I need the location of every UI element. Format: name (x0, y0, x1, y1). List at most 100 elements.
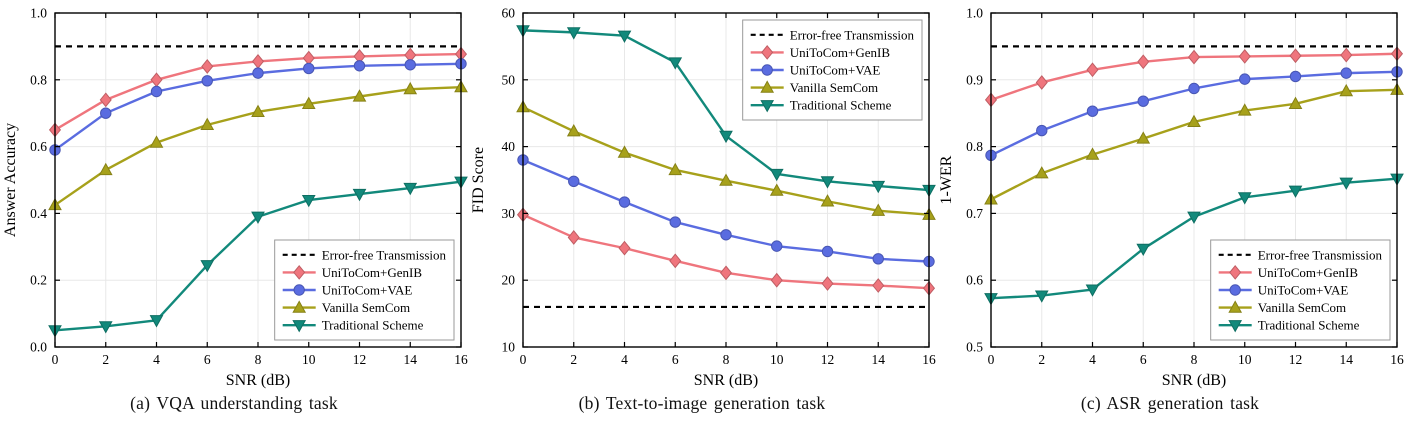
data-point-marker (1086, 105, 1099, 117)
legend-label: Vanilla SemCom (1258, 300, 1346, 315)
x-tick-label: 4 (621, 352, 628, 367)
y-tick-label: 60 (502, 6, 516, 21)
vqa-accuracy-chart: 0 2 4 6 8 10 12 14 16 0.0 0.2 0.4 0.6 0.8 1.0 SNR (dB) A… (2, 6, 468, 390)
y-tick-label: 0.4 (30, 206, 47, 221)
x-tick-label: 16 (454, 352, 468, 367)
data-point-marker (1137, 95, 1149, 107)
legend-label: UniToCom+GenIB (1258, 265, 1359, 280)
x-axis-label: SNR (dB) (694, 372, 758, 389)
data-point-marker (98, 321, 113, 334)
data-point-marker (1085, 147, 1100, 160)
data-point-marker (1237, 103, 1252, 116)
y-axis-label: Answer Accuracy (2, 123, 19, 237)
x-tick-label: 16 (1390, 352, 1404, 367)
x-tick-label: 14 (1340, 352, 1354, 367)
data-point-marker (1137, 54, 1150, 70)
data-point-marker (1229, 284, 1241, 296)
data-point-marker (760, 80, 775, 93)
data-point-marker (1228, 320, 1243, 333)
legend-label: Traditional Scheme (790, 98, 892, 113)
data-point-marker (200, 260, 215, 273)
data-point-marker (769, 183, 784, 196)
data-point-marker (301, 96, 316, 109)
y-tick-label: 0.8 (966, 139, 983, 154)
data-point-marker (1229, 265, 1242, 280)
wer-chart: 0 2 4 6 8 10 12 14 16 0.5 0.6 0.7 0.8 0.9 1.0 SNR (dB) 1… (938, 6, 1404, 390)
legend: Error-free Transmission UniToCom+GenIB Uni… (1210, 239, 1391, 341)
data-point-marker (669, 216, 681, 228)
legend-label: Error-free Transmission (1258, 247, 1383, 262)
legend-label: Error-free Transmission (790, 27, 915, 42)
data-point-marker (1034, 290, 1049, 303)
legend: Error-free Transmission UniToCom+GenIB Uni… (742, 19, 923, 121)
legend-label: UniToCom+VAE (322, 283, 413, 298)
data-point-marker (770, 272, 783, 288)
data-point-marker (252, 67, 264, 79)
data-point-marker (303, 62, 315, 75)
data-point-marker (1237, 192, 1252, 205)
data-point-marker (871, 180, 886, 194)
data-point-marker (98, 162, 113, 176)
data-point-marker (1238, 49, 1251, 64)
data-point-marker (821, 245, 834, 258)
data-point-marker (1289, 70, 1302, 83)
legend: Error-free Transmission UniToCom+GenIB Uni… (274, 239, 455, 341)
data-point-marker (871, 203, 886, 216)
data-point-marker (293, 284, 305, 296)
x-tick-label: 0 (52, 352, 59, 367)
x-tick-label: 8 (723, 352, 730, 367)
data-point-marker (403, 182, 418, 196)
data-point-marker (769, 168, 784, 182)
data-point-marker (149, 135, 164, 148)
data-point-marker (617, 145, 632, 158)
data-point-marker (617, 30, 632, 43)
data-point-marker (201, 59, 214, 74)
data-point-marker (1034, 166, 1049, 179)
data-point-marker (1339, 83, 1354, 97)
y-tick-label: 0.5 (966, 340, 983, 355)
x-tick-label: 4 (153, 352, 160, 367)
data-point-marker (1036, 124, 1048, 137)
y-tick-label: 10 (502, 340, 516, 355)
panel-vqa: 0 2 4 6 8 10 12 14 16 0.0 0.2 0.4 0.6 0.8 1.0 SNR (dB) A… (0, 0, 468, 433)
data-point-marker (1187, 49, 1201, 65)
y-tick-label: 1.0 (966, 6, 983, 21)
data-point-marker (1339, 177, 1354, 190)
data-point-marker (566, 124, 581, 137)
panel-text-to-image: 0 2 4 6 8 10 12 14 16 10 20 30 40 50 60 SNR (dB) FID Sco… (468, 0, 936, 433)
x-tick-label: 4 (1089, 352, 1096, 367)
data-point-marker (293, 265, 306, 280)
data-point-marker (1288, 185, 1303, 198)
data-point-marker (761, 64, 773, 76)
y-tick-label: 30 (502, 206, 516, 221)
data-point-marker (1136, 131, 1151, 144)
y-tick-label: 40 (502, 139, 516, 154)
x-axis-label: SNR (dB) (1162, 372, 1226, 389)
caption-asr: (c) ASR generation task (1080, 393, 1260, 413)
x-tick-label: 10 (770, 352, 784, 367)
data-point-marker (771, 240, 783, 252)
data-point-marker (149, 315, 164, 328)
data-point-marker (618, 196, 631, 208)
fid-score-chart: 0 2 4 6 8 10 12 14 16 10 20 30 40 50 60 SNR (dB) FID Sco… (470, 6, 936, 390)
data-point-marker (618, 240, 631, 256)
data-point-marker (1086, 62, 1099, 78)
legend-label: Traditional Scheme (1258, 318, 1360, 333)
data-point-marker (251, 211, 265, 224)
data-point-marker (1187, 211, 1201, 224)
data-point-marker (1340, 67, 1352, 79)
data-point-marker (1239, 73, 1251, 85)
y-tick-label: 20 (502, 273, 516, 288)
x-axis-label: SNR (dB) (226, 372, 290, 389)
data-point-marker (1085, 284, 1100, 297)
y-tick-label: 0.0 (30, 340, 47, 355)
y-axis-label: 1-WER (938, 155, 955, 204)
data-point-marker (820, 194, 835, 207)
caption-vqa: (a) VQA understanding task (130, 393, 338, 413)
legend-label: Error-free Transmission (322, 247, 447, 262)
y-tick-label: 0.7 (966, 206, 983, 221)
data-point-marker (251, 104, 265, 117)
x-tick-label: 14 (872, 352, 886, 367)
x-tick-label: 0 (520, 352, 527, 367)
